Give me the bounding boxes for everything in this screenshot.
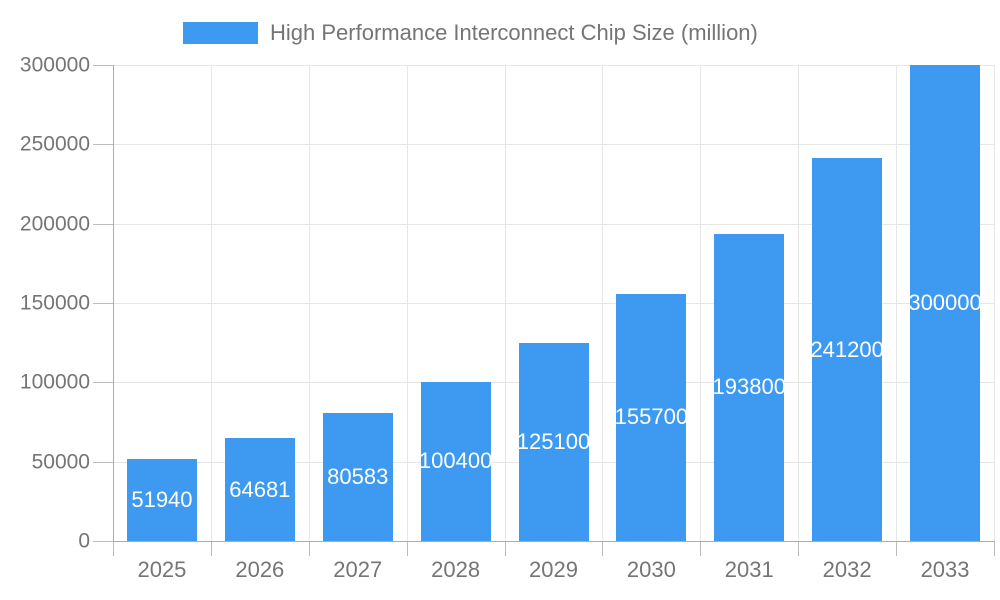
gridline-horizontal [113,223,994,225]
bar-value-label: 51940 [131,486,193,512]
bar-value-label: 100400 [420,448,491,474]
bar-value-label: 193800 [714,374,785,400]
gridline-vertical [406,65,408,541]
y-axis-label: 250000 [19,132,90,156]
bar-2032[interactable]: 241200 [812,158,883,541]
y-axis-tick [93,65,113,66]
y-axis-label: 50000 [31,450,90,474]
x-axis-label: 2031 [724,557,774,582]
y-axis-label: 150000 [19,291,90,315]
gridline-vertical [798,65,800,541]
x-axis-label: 2030 [626,557,676,582]
x-axis-label: 2028 [431,557,481,582]
bar-2025[interactable]: 51940 [126,458,197,541]
x-axis-tick [602,541,604,556]
y-axis-label: 300000 [19,53,90,77]
bar-value-label: 80583 [327,464,389,490]
gridline-horizontal [113,144,994,146]
y-axis-line [113,65,114,542]
x-axis-tick [896,541,898,556]
bar-2031[interactable]: 193800 [714,233,785,541]
bar-value-label: 64681 [229,476,291,502]
x-axis-label: 2027 [333,557,383,582]
bar-2029[interactable]: 125100 [518,342,589,541]
x-axis-tick [308,541,310,556]
x-axis-tick [994,541,995,556]
bar-2033[interactable]: 300000 [910,65,981,541]
y-axis-tick [93,461,113,463]
gridline-vertical [896,65,898,541]
gridline-vertical [210,65,212,541]
y-axis-tick [93,303,113,304]
x-axis-tick [210,541,212,556]
y-axis-tick [93,382,113,384]
x-axis-label: 2026 [235,557,285,582]
x-axis-tick [504,541,506,556]
bar-2027[interactable]: 80583 [322,413,393,541]
x-axis-label: 2033 [920,557,970,582]
x-axis-label: 2032 [822,557,872,582]
bar-value-label: 125100 [518,428,589,454]
y-axis-label: 0 [78,529,90,553]
bar-2030[interactable]: 155700 [616,293,687,541]
x-axis-tick [113,541,114,556]
x-axis-tick [700,541,702,556]
y-axis-tick [93,541,113,542]
bar-2026[interactable]: 64681 [224,438,295,541]
legend-swatch[interactable] [183,22,258,44]
y-axis-label: 100000 [19,370,90,394]
y-axis-tick [93,223,113,225]
x-axis-line [113,541,994,542]
x-axis-label: 2025 [137,557,187,582]
gridline-vertical [504,65,506,541]
bar-value-label: 300000 [910,290,981,315]
legend-label: High Performance Interconnect Chip Size … [270,20,758,45]
bar-value-label: 241200 [812,336,883,362]
x-axis-label: 2029 [529,557,578,582]
gridline-vertical [308,65,310,541]
y-axis-label: 200000 [19,212,90,236]
bar-value-label: 155700 [616,404,687,430]
gridline-horizontal [113,65,994,66]
gridline-vertical [994,65,995,541]
gridline-horizontal [113,303,994,304]
y-axis-tick [93,144,113,146]
x-axis-tick [406,541,408,556]
gridline-vertical [602,65,604,541]
bar-2028[interactable]: 100400 [420,381,491,541]
gridline-vertical [700,65,702,541]
x-axis-tick [798,541,800,556]
